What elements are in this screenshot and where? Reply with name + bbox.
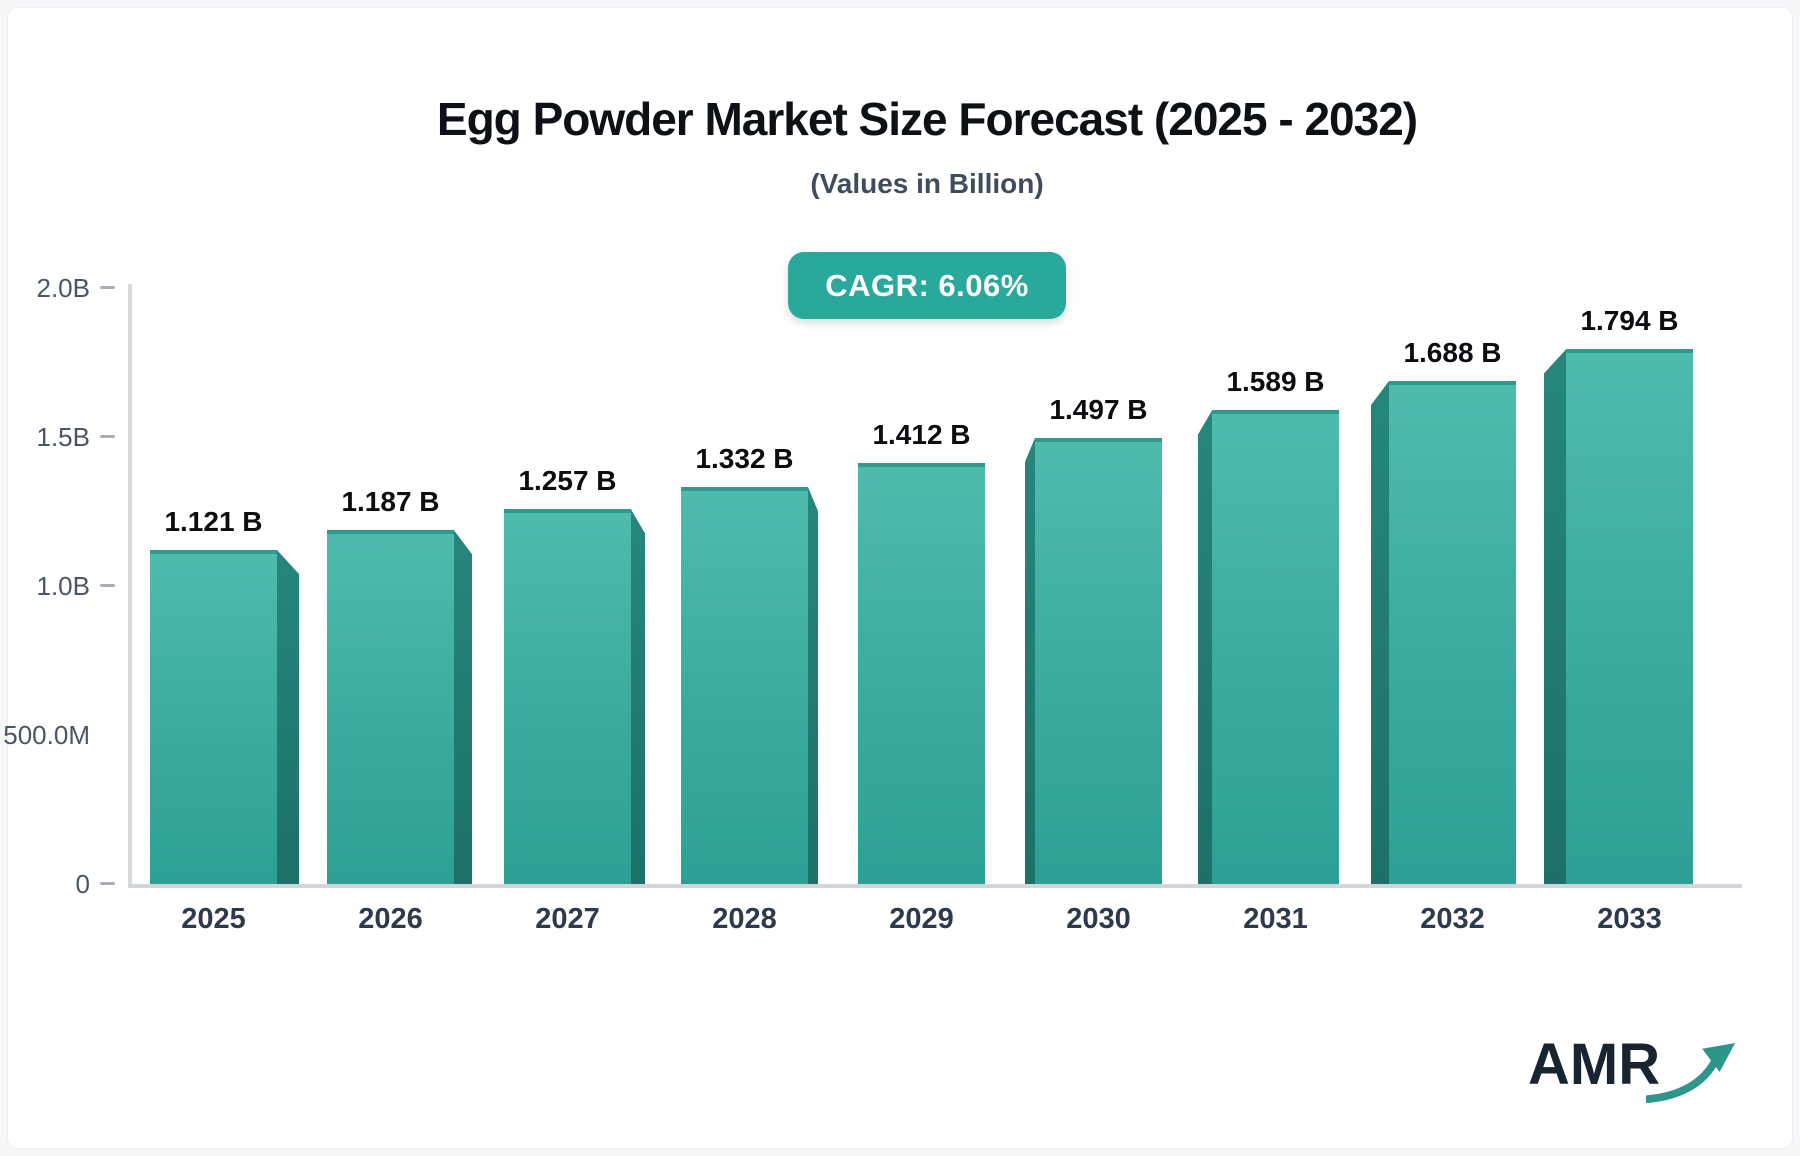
chart-title: Egg Powder Market Size Forecast (2025 - … <box>436 93 1418 145</box>
cagr-badge-label: CAGR: 6.06% <box>825 267 1029 303</box>
bar-value-label-2033: 1.794 B <box>1580 305 1679 337</box>
y-tick-label: 1.0B <box>36 571 91 601</box>
bar-2032 <box>1389 380 1516 884</box>
y-tick-dash <box>100 286 115 289</box>
bar-value-label-2029: 1.412 B <box>872 419 971 451</box>
bar-2030 <box>1035 437 1162 884</box>
bar-2026 <box>327 530 454 884</box>
brand-logo-text: AMR <box>1528 1032 1661 1097</box>
bar-value-label-2032: 1.688 B <box>1403 336 1502 368</box>
x-axis-label-2029: 2029 <box>889 903 954 935</box>
x-axis-label-2026: 2026 <box>358 903 423 935</box>
x-axis-label-2030: 2030 <box>1066 903 1131 935</box>
bar-value-label-2031: 1.589 B <box>1226 366 1325 398</box>
bar-3d-side-2033 <box>1544 349 1566 884</box>
bar-3d-side-2027 <box>631 509 645 884</box>
bar-3d-side-2032 <box>1371 380 1389 884</box>
y-tick-label: 500.0M <box>3 720 90 750</box>
y-tick-label: 0 <box>75 869 90 899</box>
x-axis-line <box>128 884 1742 888</box>
bar-2029 <box>858 463 985 884</box>
cagr-badge: CAGR: 6.06% <box>788 252 1066 319</box>
x-axis-label-2027: 2027 <box>535 903 600 935</box>
bar-2027 <box>504 509 631 884</box>
bar-3d-side-2031 <box>1198 410 1212 884</box>
bar-3d-side-2030 <box>1025 437 1035 884</box>
y-tick-label: 2.0B <box>36 273 91 303</box>
bar-value-label-2027: 1.257 B <box>518 465 617 497</box>
trend-up-arrow-icon <box>1646 1042 1736 1104</box>
bar-2031 <box>1212 410 1339 884</box>
x-axis-label-2031: 2031 <box>1243 903 1308 935</box>
y-tick-dash <box>100 435 115 438</box>
y-tick-dash <box>100 584 115 587</box>
x-axis-label-2025: 2025 <box>181 903 246 935</box>
bar-value-label-2026: 1.187 B <box>341 486 440 518</box>
bar-2028 <box>681 487 808 884</box>
bar-2025 <box>150 549 277 884</box>
chart-subtitle: (Values in Billion) <box>810 168 1044 199</box>
x-axis-label-2032: 2032 <box>1420 903 1485 935</box>
brand-logo: AMR <box>1528 1032 1736 1116</box>
bar-3d-side-2028 <box>808 487 818 884</box>
bar-value-label-2030: 1.497 B <box>1049 393 1148 425</box>
bar-3d-side-2025 <box>277 549 299 884</box>
bar-2033 <box>1566 349 1693 884</box>
y-axis-line <box>128 284 132 888</box>
x-axis-label-2033: 2033 <box>1597 903 1662 935</box>
bar-value-label-2025: 1.121 B <box>164 505 263 537</box>
y-tick-dash <box>100 882 115 885</box>
x-axis-label-2028: 2028 <box>712 903 777 935</box>
y-tick-label: 1.5B <box>36 422 91 452</box>
bar-value-label-2028: 1.332 B <box>695 443 794 475</box>
bar-3d-side-2026 <box>454 530 472 884</box>
